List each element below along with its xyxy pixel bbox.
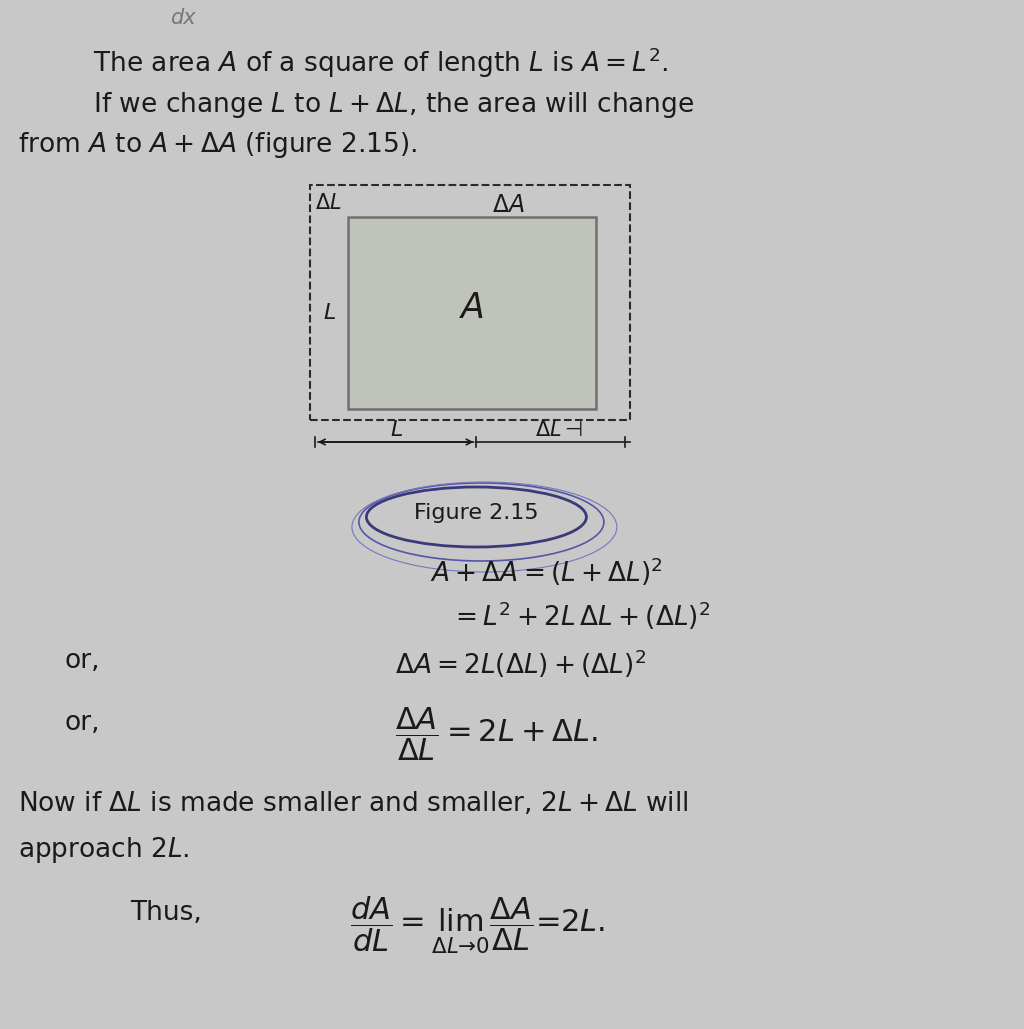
Text: Thus,: Thus, — [130, 900, 202, 926]
Text: $\Delta A$: $\Delta A$ — [493, 193, 524, 217]
Text: $\dfrac{dA}{dL} = \lim_{\Delta L \to 0} \dfrac{\Delta A}{\Delta L} = 2L.$: $\dfrac{dA}{dL} = \lim_{\Delta L \to 0} … — [350, 895, 605, 956]
Text: $\Delta A = 2L(\Delta L) + (\Delta L)^2$: $\Delta A = 2L(\Delta L) + (\Delta L)^2$ — [395, 648, 646, 680]
Text: or,: or, — [65, 648, 100, 674]
Text: approach $2L$.: approach $2L$. — [18, 835, 189, 865]
Text: from $A$ to $A + \Delta A$ (figure 2.15).: from $A$ to $A + \Delta A$ (figure 2.15)… — [18, 130, 417, 159]
Bar — [348, 217, 596, 409]
Text: $A + \Delta A = (L + \Delta L)^2$: $A + \Delta A = (L + \Delta L)^2$ — [430, 555, 663, 588]
Text: $L$: $L$ — [390, 420, 402, 440]
Text: If we change $L$ to $L + \Delta L$, the area will change: If we change $L$ to $L + \Delta L$, the … — [60, 90, 694, 120]
Text: $= L^2 + 2L\, \Delta L + (\Delta L)^2$: $= L^2 + 2L\, \Delta L + (\Delta L)^2$ — [450, 600, 711, 633]
Text: $\Delta L \dashv$: $\Delta L \dashv$ — [536, 420, 584, 440]
Bar — [310, 185, 630, 420]
Text: $\Delta L$: $\Delta L$ — [314, 193, 341, 213]
Text: $L$: $L$ — [323, 303, 336, 323]
Text: Figure 2.15: Figure 2.15 — [414, 503, 539, 523]
Text: or,: or, — [65, 710, 100, 736]
Text: dx: dx — [170, 8, 196, 28]
Text: Now if $\Delta L$ is made smaller and smaller, $2L + \Delta L$ will: Now if $\Delta L$ is made smaller and sm… — [18, 790, 688, 817]
Text: $A$: $A$ — [460, 291, 484, 325]
Text: $\dfrac{\Delta A}{\Delta L} = 2L + \Delta L.$: $\dfrac{\Delta A}{\Delta L} = 2L + \Delt… — [395, 705, 598, 762]
Text: The area $A$ of a square of length $L$ is $A = L^2$.: The area $A$ of a square of length $L$ i… — [60, 45, 669, 79]
